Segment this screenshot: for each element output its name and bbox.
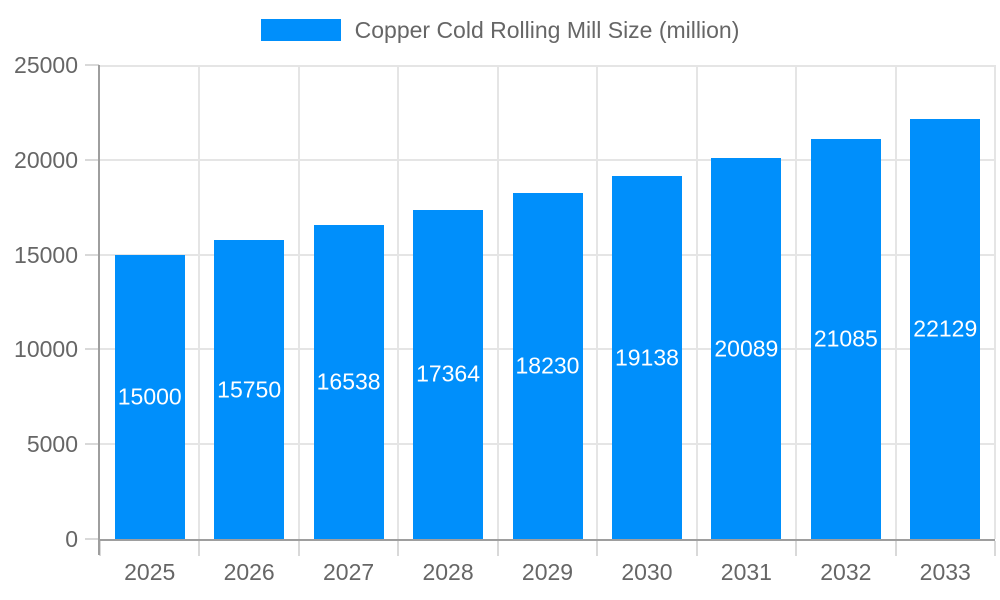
x-axis-tick [894, 541, 897, 556]
bar-value-label: 21085 [813, 325, 878, 352]
x-gridline [994, 65, 996, 539]
x-axis-tick [994, 541, 996, 556]
y-gridline [100, 158, 995, 161]
x-gridline [695, 65, 698, 539]
y-axis-tick-label: 15000 [14, 241, 78, 268]
x-axis-label: 2025 [124, 559, 176, 585]
x-gridline [496, 65, 499, 539]
bar-value-label: 15750 [217, 376, 282, 403]
x-gridline [596, 65, 599, 539]
x-axis-tick [198, 541, 201, 556]
x-gridline [297, 65, 300, 539]
bar-2033[interactable]: 22129 [910, 119, 981, 539]
x-axis-tick [496, 541, 499, 556]
x-axis-label: 2028 [422, 559, 474, 585]
x-gridline [795, 65, 798, 539]
x-axis-tick [596, 541, 599, 556]
x-axis-tick [795, 541, 798, 556]
x-axis-tick [695, 541, 698, 556]
x-axis-line [98, 539, 995, 541]
bar-value-label: 19138 [614, 343, 679, 370]
bar-2026[interactable]: 15750 [214, 240, 285, 539]
bar-2030[interactable]: 19138 [611, 176, 682, 539]
x-axis-label: 2029 [521, 559, 574, 585]
bar-2025[interactable]: 15000 [114, 254, 185, 539]
x-axis-label: 2032 [820, 559, 872, 585]
x-axis-tick [297, 541, 300, 556]
bar-2031[interactable]: 20089 [711, 158, 782, 539]
y-axis-tick-label: 25000 [14, 52, 78, 78]
y-axis-tick [85, 538, 99, 540]
y-axis-tick [85, 64, 99, 66]
y-axis-line [98, 65, 100, 555]
y-axis-tick-label: 10000 [14, 336, 78, 363]
y-axis-tick-label: 5000 [26, 431, 78, 458]
x-gridline [198, 65, 201, 539]
x-axis-label: 2026 [223, 559, 275, 585]
bar-value-label: 22129 [913, 315, 978, 342]
y-axis-tick [85, 348, 99, 351]
bar-value-label: 15000 [117, 383, 182, 410]
x-gridline [894, 65, 897, 539]
bar-2032[interactable]: 21085 [810, 139, 881, 539]
y-axis-tick-label: 20000 [14, 146, 78, 173]
legend-label: Copper Cold Rolling Mill Size (million) [354, 16, 740, 43]
y-gridline [100, 65, 995, 67]
bar-2028[interactable]: 17364 [413, 209, 484, 539]
x-gridline [397, 65, 400, 539]
y-axis-tick [85, 443, 99, 446]
bar-2029[interactable]: 18230 [512, 193, 583, 539]
chart-legend[interactable]: Copper Cold Rolling Mill Size (million) [0, 12, 1000, 48]
bar-value-label: 20089 [714, 334, 779, 361]
x-axis-tick [99, 541, 101, 556]
x-axis-tick [397, 541, 400, 556]
y-axis-tick-label: 0 [65, 526, 78, 552]
legend-swatch [260, 19, 341, 41]
x-axis-label: 2027 [323, 559, 375, 585]
bar-value-label: 17364 [416, 360, 481, 387]
bar-2027[interactable]: 16538 [313, 225, 384, 539]
bar-value-label: 18230 [515, 352, 580, 379]
x-axis-label: 2030 [621, 559, 673, 585]
y-axis-tick [85, 158, 99, 161]
y-axis-tick [85, 253, 99, 256]
x-axis-label: 2031 [720, 559, 772, 585]
plot-area: 15000 15750 16538 17364 18230 19138 20089 21085… [100, 65, 996, 539]
bar-value-label: 16538 [316, 368, 381, 395]
x-axis-label: 2033 [919, 559, 971, 585]
